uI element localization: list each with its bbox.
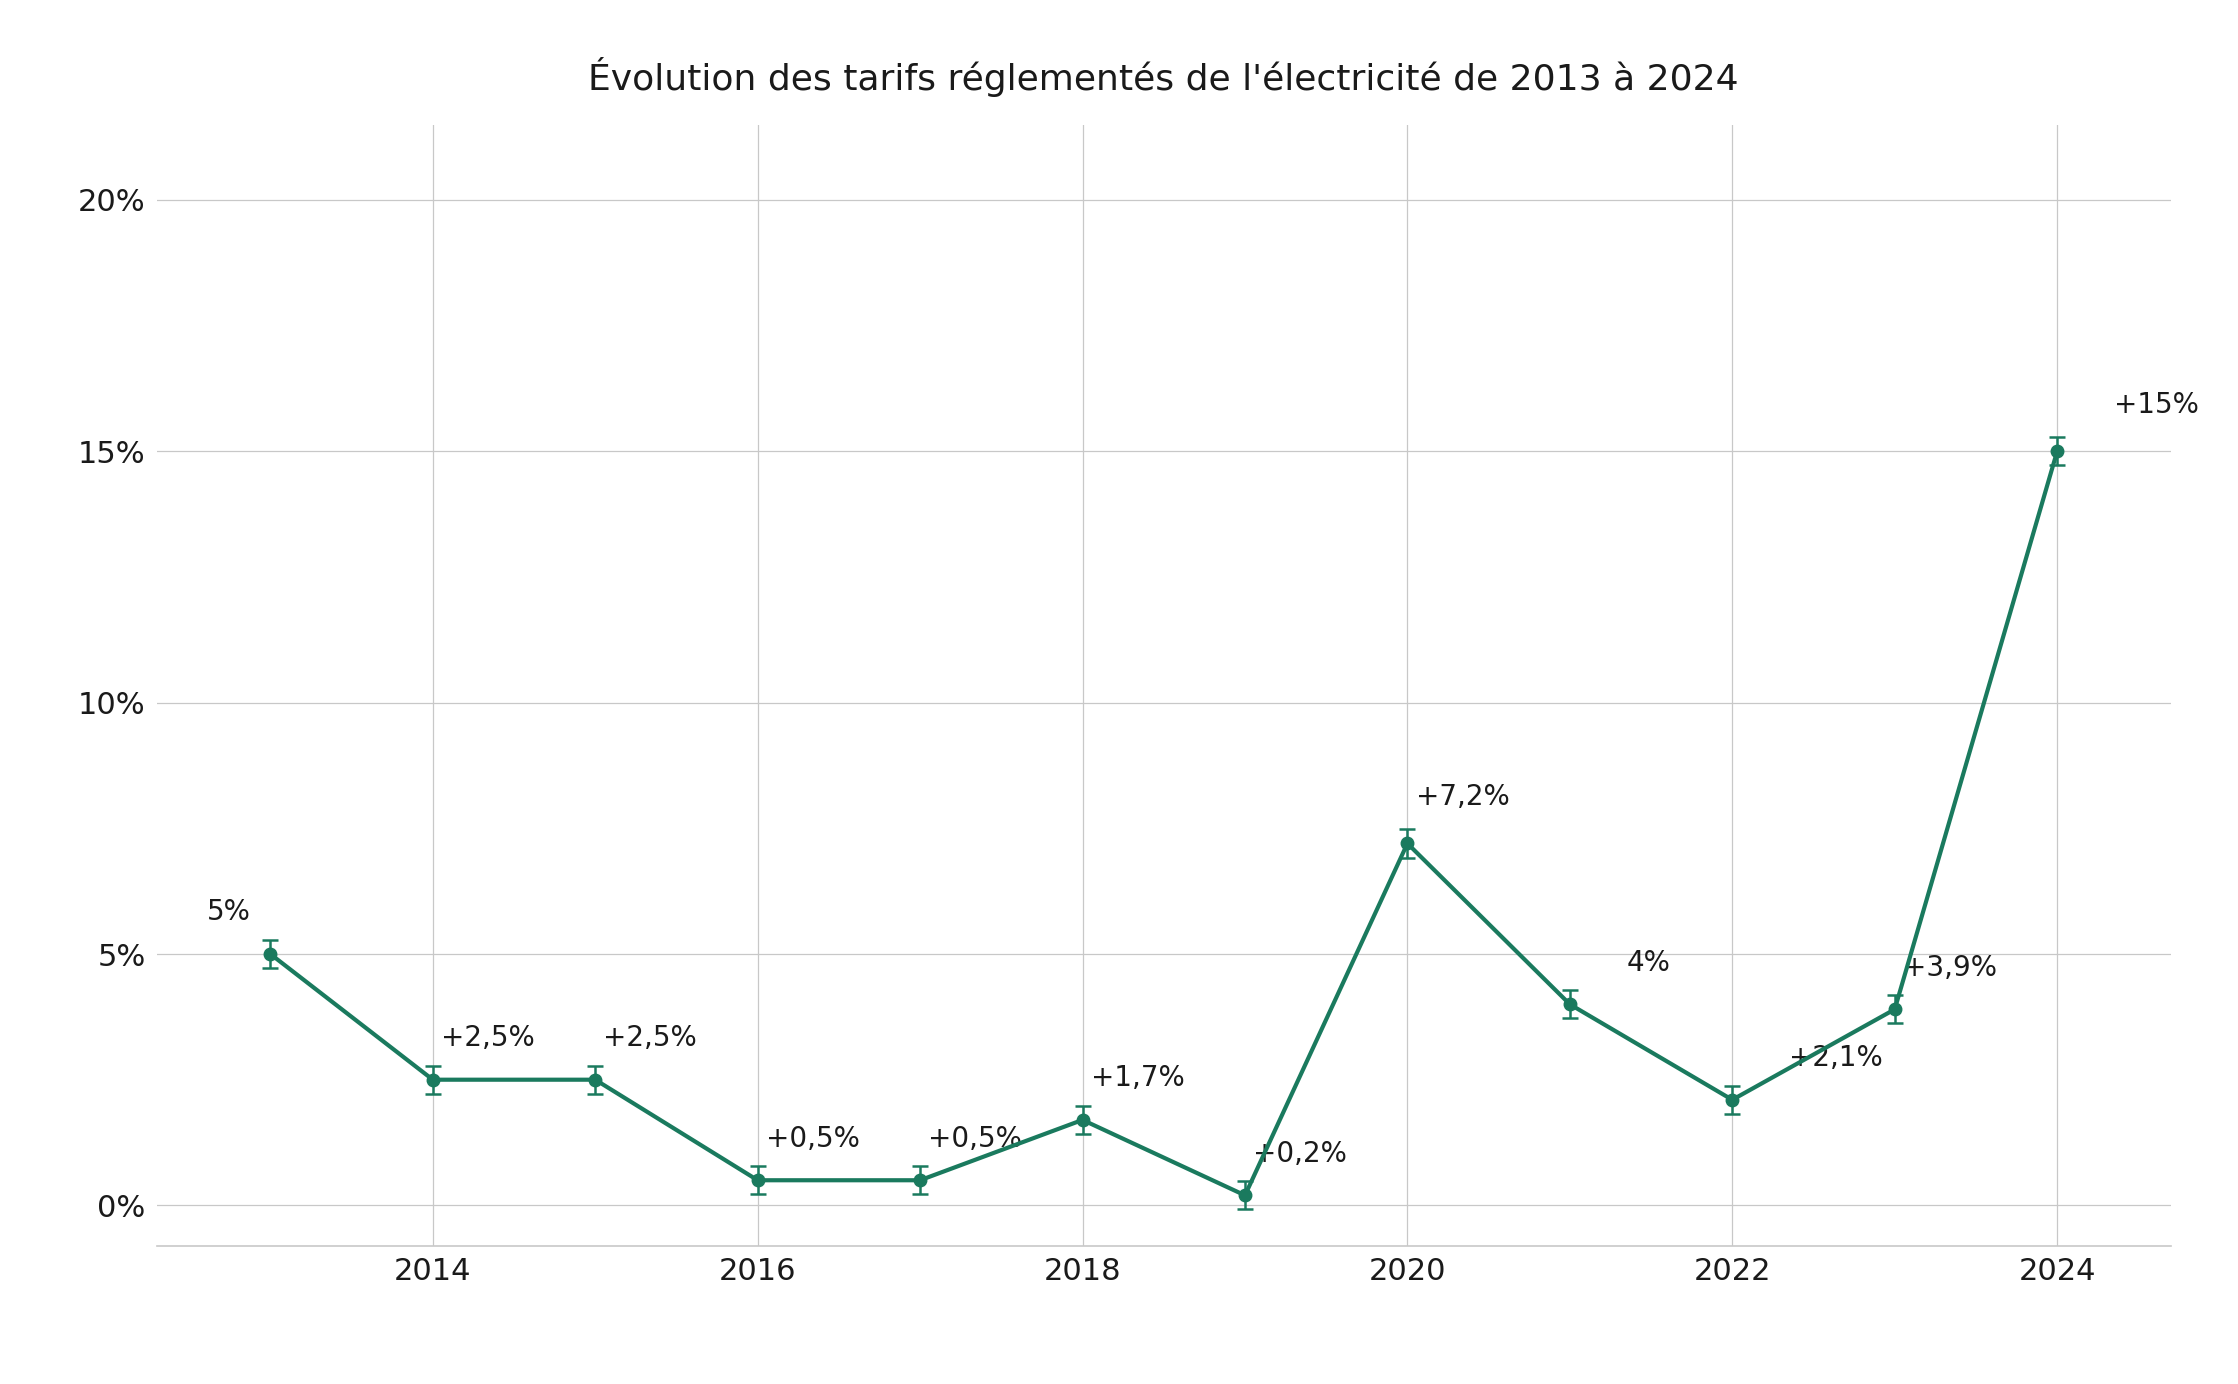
Text: +15%: +15%: [2115, 390, 2200, 418]
Text: 5%: 5%: [206, 898, 251, 926]
Text: +0,2%: +0,2%: [1253, 1139, 1347, 1168]
Text: +0,5%: +0,5%: [929, 1125, 1023, 1153]
Text: +1,7%: +1,7%: [1090, 1064, 1184, 1092]
Text: +2,1%: +2,1%: [1788, 1044, 1882, 1073]
Text: +2,5%: +2,5%: [441, 1024, 535, 1052]
Title: Évolution des tarifs réglementés de l'électricité de 2013 à 2024: Évolution des tarifs réglementés de l'él…: [589, 57, 1739, 97]
Text: +2,5%: +2,5%: [604, 1024, 696, 1052]
Text: +3,9%: +3,9%: [1902, 954, 1996, 981]
Text: +7,2%: +7,2%: [1414, 783, 1508, 811]
Text: 4%: 4%: [1627, 948, 1670, 977]
Text: +0,5%: +0,5%: [765, 1125, 859, 1153]
